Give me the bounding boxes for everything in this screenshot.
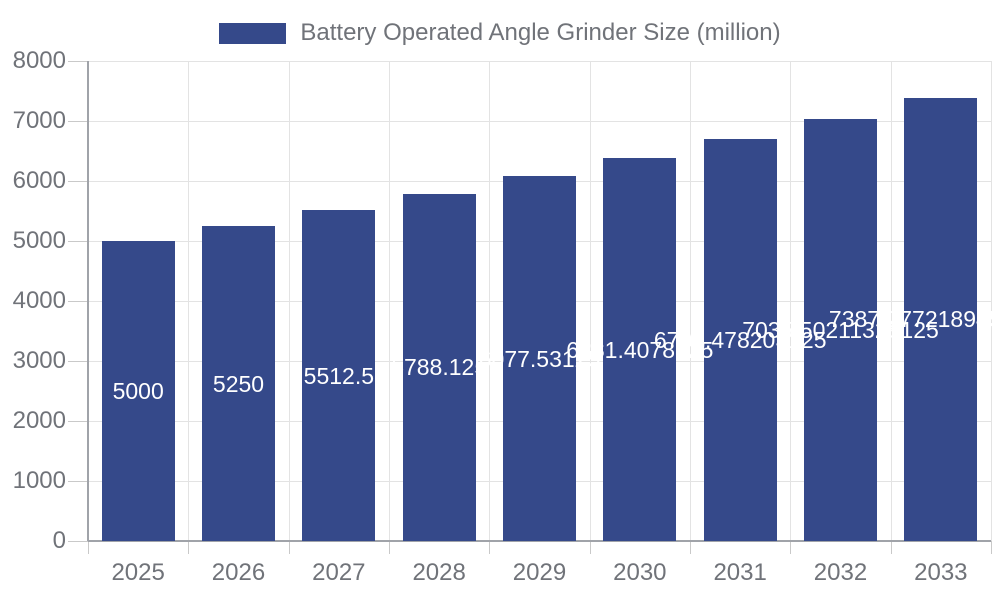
bar-2033[interactable] xyxy=(904,97,978,541)
gridline-vertical xyxy=(690,61,691,541)
y-axis-tick-label: 4000 xyxy=(12,287,66,314)
gridline-vertical xyxy=(890,61,892,541)
y-axis-tick-label: 0 xyxy=(52,527,66,554)
y-axis-tick xyxy=(68,301,88,302)
gridline-vertical xyxy=(188,61,190,541)
x-axis-tick-label: 2026 xyxy=(211,559,266,586)
x-axis-tick-label: 2029 xyxy=(512,559,567,586)
y-axis-tick-label: 8000 xyxy=(12,47,66,74)
x-axis-tick xyxy=(188,541,190,554)
gridline-vertical xyxy=(389,61,390,541)
gridline-horizontal xyxy=(88,61,991,62)
legend[interactable]: Battery Operated Angle Grinder Size (mil… xyxy=(0,21,1000,45)
bar-2029[interactable] xyxy=(503,176,576,541)
bar-2027[interactable] xyxy=(302,210,376,541)
gridline-vertical xyxy=(589,61,591,541)
x-axis-tick-label: 2032 xyxy=(813,559,868,586)
x-axis-tick xyxy=(690,541,691,554)
y-axis-tick xyxy=(68,481,88,482)
gridline-vertical xyxy=(991,61,992,541)
x-axis-tick xyxy=(88,541,89,554)
x-axis-tick xyxy=(589,541,591,554)
y-axis-tick xyxy=(68,421,88,422)
y-axis-tick-label: 3000 xyxy=(12,347,66,374)
bar-2030[interactable] xyxy=(603,158,677,541)
bar-2028[interactable] xyxy=(402,193,476,541)
legend-swatch-icon xyxy=(219,22,287,44)
x-axis-line xyxy=(88,540,991,542)
x-axis-tick xyxy=(991,541,992,554)
y-axis-tick-label: 5000 xyxy=(12,227,66,254)
y-axis-tick-label: 2000 xyxy=(12,407,66,434)
y-axis-tick-label: 1000 xyxy=(12,467,66,494)
y-axis-tick-label: 6000 xyxy=(12,167,66,194)
x-axis-tick xyxy=(489,541,491,554)
x-axis-tick xyxy=(790,541,792,554)
gridline-horizontal xyxy=(88,121,991,122)
x-axis-tick xyxy=(389,541,390,554)
y-axis-tick xyxy=(68,541,88,542)
y-axis-tick xyxy=(68,181,88,182)
y-axis-line xyxy=(87,61,89,541)
y-axis-tick-label: 7000 xyxy=(12,107,66,134)
legend-label: Battery Operated Angle Grinder Size (mil… xyxy=(300,19,781,46)
x-axis-tick xyxy=(890,541,892,554)
gridline-vertical xyxy=(790,61,792,541)
y-axis-tick xyxy=(68,241,88,242)
gridline-vertical xyxy=(288,61,290,541)
x-axis-tick-label: 2030 xyxy=(613,559,667,586)
y-axis-tick xyxy=(68,121,88,122)
x-axis-tick-label: 2028 xyxy=(412,559,466,586)
x-axis-tick xyxy=(288,541,290,554)
x-axis-tick-label: 2031 xyxy=(713,559,767,586)
bar-2031[interactable] xyxy=(703,138,777,541)
y-axis-tick xyxy=(68,61,88,62)
x-axis-tick-label: 2025 xyxy=(111,559,165,586)
x-axis-tick-label: 2027 xyxy=(312,559,366,586)
bar-2025[interactable] xyxy=(101,241,175,541)
x-axis-tick-label: 2033 xyxy=(914,559,968,586)
gridline-vertical xyxy=(489,61,491,541)
bar-2026[interactable] xyxy=(202,226,275,541)
bar-2032[interactable] xyxy=(804,118,877,541)
y-axis-tick xyxy=(68,361,88,362)
